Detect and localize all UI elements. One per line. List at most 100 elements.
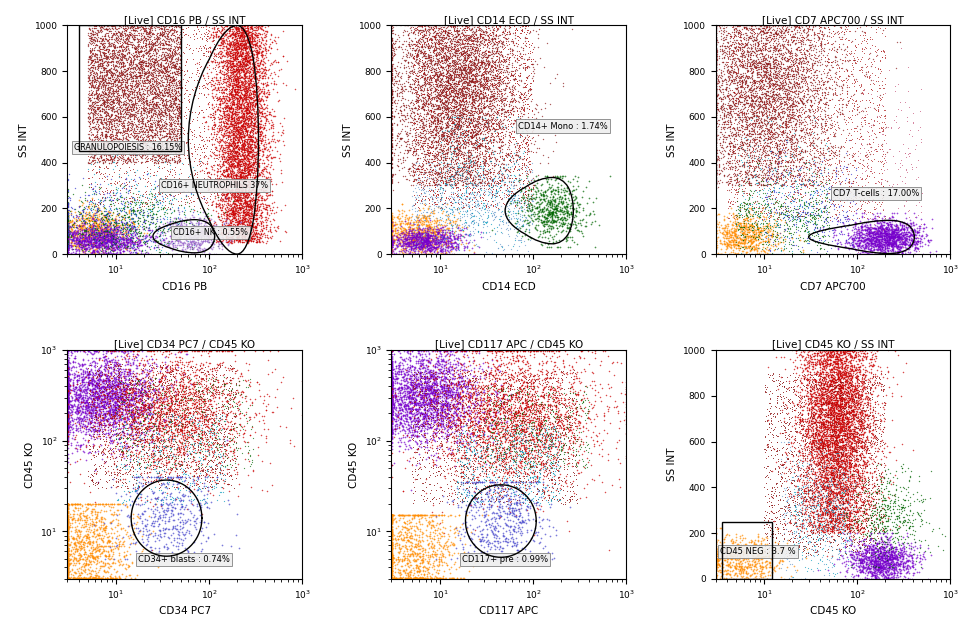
Point [760, 133, 776, 143]
Point [163, 147, 179, 157]
Point [450, 185, 466, 195]
Point [405, 135, 420, 146]
Point [835, 498, 851, 508]
Point [838, 362, 853, 372]
Point [145, 93, 160, 103]
Point [99, 97, 114, 107]
Point [482, 391, 497, 401]
Point [732, 238, 748, 248]
Point [828, 515, 844, 525]
Point [811, 403, 827, 413]
Point [104, 130, 119, 141]
Point [153, 109, 168, 120]
Point [444, 123, 460, 133]
Point [710, 555, 726, 565]
Point [140, 386, 156, 396]
Point [150, 130, 165, 140]
Point [194, 226, 209, 236]
Point [477, 165, 492, 176]
Point [788, 72, 804, 82]
Point [450, 357, 466, 367]
Point [199, 29, 214, 39]
Point [823, 413, 838, 423]
Point [758, 207, 774, 218]
Point [242, 106, 257, 116]
Point [880, 486, 896, 496]
Point [801, 408, 816, 418]
Point [141, 67, 156, 77]
Point [152, 409, 167, 419]
Point [833, 473, 849, 483]
Point [439, 558, 454, 569]
Point [516, 389, 531, 399]
Point [826, 419, 841, 429]
Point [468, 403, 484, 413]
Point [406, 370, 421, 380]
Point [561, 176, 576, 186]
Point [111, 46, 127, 57]
Point [708, 550, 724, 560]
Point [117, 223, 132, 233]
Point [807, 417, 823, 427]
Point [179, 55, 194, 66]
Point [212, 135, 228, 146]
Point [487, 57, 502, 67]
Point [148, 20, 163, 31]
Point [121, 461, 136, 471]
Point [855, 369, 871, 379]
Point [525, 184, 540, 194]
Point [763, 211, 779, 221]
Point [527, 413, 542, 423]
Point [846, 405, 861, 415]
Point [84, 417, 99, 427]
Point [447, 401, 463, 411]
Point [140, 404, 156, 414]
Point [513, 29, 528, 39]
Point [516, 102, 532, 112]
Point [748, 551, 763, 562]
Point [121, 207, 136, 217]
Point [462, 444, 477, 454]
Point [775, 144, 790, 154]
Point [801, 363, 816, 373]
Point [249, 31, 264, 41]
Point [60, 406, 75, 417]
Point [765, 43, 780, 53]
Point [777, 68, 792, 78]
Point [765, 29, 780, 39]
Point [243, 63, 258, 73]
Point [392, 367, 407, 377]
Point [818, 526, 833, 536]
Point [897, 226, 912, 237]
Point [715, 121, 731, 132]
Point [438, 123, 453, 133]
Point [119, 233, 134, 244]
Point [170, 429, 185, 439]
Point [868, 235, 883, 245]
Point [876, 233, 892, 244]
Point [475, 32, 491, 42]
Point [525, 204, 540, 214]
Point [850, 434, 865, 444]
Point [864, 552, 879, 562]
Point [756, 535, 771, 545]
Point [485, 506, 500, 516]
Point [100, 234, 115, 244]
Point [97, 131, 112, 141]
Point [477, 26, 492, 36]
Point [60, 431, 75, 441]
Point [456, 97, 471, 107]
Point [105, 243, 120, 253]
Point [170, 21, 185, 31]
Point [90, 230, 106, 240]
Point [384, 404, 399, 415]
Point [172, 29, 187, 39]
Point [168, 60, 183, 71]
Point [82, 236, 97, 246]
Point [230, 53, 246, 64]
Point [223, 47, 238, 57]
Point [80, 538, 95, 548]
Point [484, 189, 499, 199]
Point [409, 560, 424, 570]
Point [469, 121, 485, 131]
